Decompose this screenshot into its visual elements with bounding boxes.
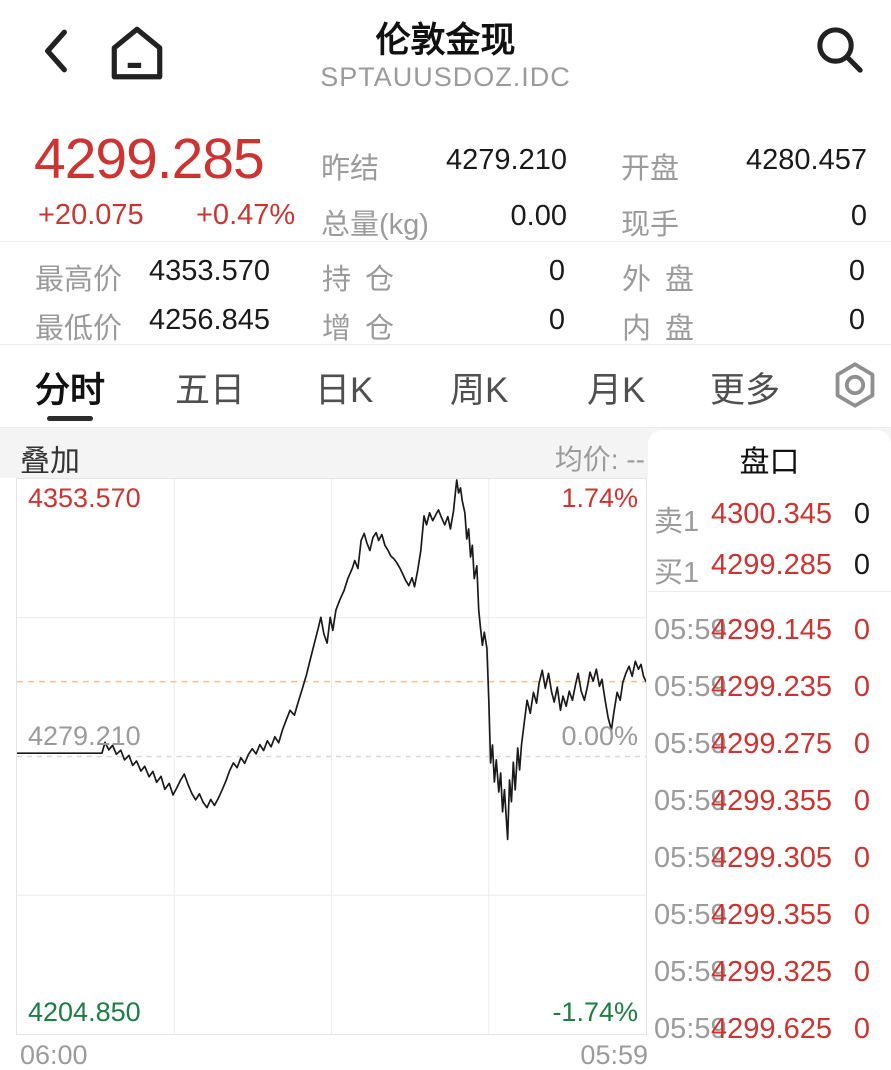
field-value-open-interest: 0 xyxy=(548,255,565,287)
trade-price: 4299.145 xyxy=(711,614,832,646)
field-value-inner-volume: 0 xyxy=(848,304,865,336)
trade-volume: 0 xyxy=(853,1013,870,1045)
order-book-divider xyxy=(648,591,891,592)
level-volume: 0 xyxy=(853,549,870,581)
order-book-level-row[interactable]: 买1 4299.285 0 xyxy=(648,539,891,590)
trade-time: 05:59 xyxy=(654,671,727,703)
tab-more[interactable]: 更多 xyxy=(710,371,781,410)
level-volume: 0 xyxy=(853,498,870,530)
divider xyxy=(0,427,891,428)
trade-price: 4299.355 xyxy=(711,899,832,931)
symbol-code: SPTAUUSDOZ.IDC xyxy=(320,62,571,92)
field-label-position-change: 增仓 xyxy=(322,313,409,345)
trade-row[interactable]: 05:59 4299.325 0 xyxy=(648,942,891,999)
trade-price: 4299.325 xyxy=(711,956,832,988)
average-price-label: 均价: -- xyxy=(554,444,645,475)
trade-row[interactable]: 05:59 4299.305 0 xyxy=(648,828,891,885)
price-line-chart xyxy=(17,479,646,1034)
trade-time: 05:59 xyxy=(654,956,727,988)
tab-minute[interactable]: 分时 xyxy=(35,371,106,410)
field-value-outer-volume: 0 xyxy=(848,255,865,287)
field-label-outer-volume: 外盘 xyxy=(622,264,709,296)
overlay-button[interactable]: 叠加 xyxy=(20,445,80,478)
level-label: 卖1 xyxy=(654,506,700,538)
tab-five-day[interactable]: 五日 xyxy=(175,371,246,410)
trade-row[interactable]: 05:59 4299.625 0 xyxy=(648,999,891,1056)
field-label-open-interest: 持仓 xyxy=(322,264,409,296)
trade-time: 05:59 xyxy=(654,1013,727,1045)
trade-time: 05:59 xyxy=(654,899,727,931)
order-book-panel: 卖1 4300.345 0 买1 4299.285 0 05:59 4299.1… xyxy=(648,478,891,1070)
field-label-volume: 总量(kg) xyxy=(321,209,429,241)
field-label-prev-settle: 昨结 xyxy=(321,153,380,185)
chart-low-pct: -1.74% xyxy=(552,997,638,1027)
intraday-chart[interactable] xyxy=(16,478,647,1035)
trade-row[interactable]: 05:59 4299.275 0 xyxy=(648,714,891,771)
search-icon[interactable] xyxy=(812,22,868,78)
tab-daily-k[interactable]: 日K xyxy=(315,371,374,410)
field-value-position-change: 0 xyxy=(548,304,565,336)
last-price: 4299.285 xyxy=(34,127,265,191)
trade-volume: 0 xyxy=(853,842,870,874)
order-book-card xyxy=(648,430,891,478)
level-label: 买1 xyxy=(654,557,700,589)
trade-price: 4299.235 xyxy=(711,671,832,703)
field-value-high: 4353.570 xyxy=(149,255,270,287)
tab-monthly-k[interactable]: 月K xyxy=(587,371,646,410)
time-axis-start: 06:00 xyxy=(20,1040,88,1070)
trade-volume: 0 xyxy=(853,956,870,988)
tab-weekly-k[interactable]: 周K xyxy=(450,371,509,410)
trade-volume: 0 xyxy=(853,899,870,931)
chart-prev-close: 4279.210 xyxy=(28,721,141,751)
trade-row[interactable]: 05:59 4299.145 0 xyxy=(648,600,891,657)
chart-zero-pct: 0.00% xyxy=(561,721,638,751)
home-icon[interactable] xyxy=(106,22,168,84)
trade-time: 05:59 xyxy=(654,614,727,646)
trade-volume: 0 xyxy=(853,671,870,703)
trade-price: 4299.275 xyxy=(711,728,832,760)
trade-volume: 0 xyxy=(853,785,870,817)
field-value-prev-settle: 4279.210 xyxy=(446,144,567,176)
trade-price: 4299.305 xyxy=(711,842,832,874)
trade-time: 05:59 xyxy=(654,842,727,874)
trade-row[interactable]: 05:59 4299.355 0 xyxy=(648,771,891,828)
chart-high-pct: 1.74% xyxy=(561,483,638,513)
trade-row[interactable]: 05:59 4299.235 0 xyxy=(648,657,891,714)
order-book-level-row[interactable]: 卖1 4300.345 0 xyxy=(648,488,891,539)
divider xyxy=(0,344,891,345)
back-icon[interactable] xyxy=(38,26,74,76)
order-book-levels: 卖1 4300.345 0 买1 4299.285 0 xyxy=(648,488,891,590)
chart-settings-icon[interactable] xyxy=(833,361,877,409)
chart-high-price: 4353.570 xyxy=(28,483,141,513)
field-label-current-lot: 现手 xyxy=(621,209,680,241)
trade-list: 05:59 4299.145 0 05:59 4299.235 0 05:59 … xyxy=(648,600,891,1056)
chart-low-price: 4204.850 xyxy=(28,997,141,1027)
field-label-high: 最高价 xyxy=(35,264,123,296)
time-axis-end: 05:59 xyxy=(580,1040,648,1070)
level-price: 4299.285 xyxy=(711,549,832,581)
trade-price: 4299.625 xyxy=(711,1013,832,1045)
field-value-open: 4280.457 xyxy=(746,144,867,176)
price-change-pct: +0.47% xyxy=(196,199,296,231)
field-label-inner-volume: 内盘 xyxy=(622,313,709,345)
price-change: +20.075 xyxy=(38,199,144,231)
trade-time: 05:59 xyxy=(654,728,727,760)
trade-row[interactable]: 05:59 4299.355 0 xyxy=(648,885,891,942)
trade-price: 4299.355 xyxy=(711,785,832,817)
page-title: 伦敦金现 xyxy=(375,21,516,60)
divider xyxy=(0,241,891,242)
active-tab-underline xyxy=(47,416,93,421)
field-value-volume: 0.00 xyxy=(510,200,567,232)
trade-time: 05:59 xyxy=(654,785,727,817)
order-book-title[interactable]: 盘口 xyxy=(739,446,800,479)
trade-volume: 0 xyxy=(853,728,870,760)
field-label-low: 最低价 xyxy=(35,313,123,345)
trade-volume: 0 xyxy=(853,614,870,646)
field-label-open: 开盘 xyxy=(621,153,680,185)
level-price: 4300.345 xyxy=(711,498,832,530)
field-value-current-lot: 0 xyxy=(850,200,867,232)
field-value-low: 4256.845 xyxy=(149,304,270,336)
